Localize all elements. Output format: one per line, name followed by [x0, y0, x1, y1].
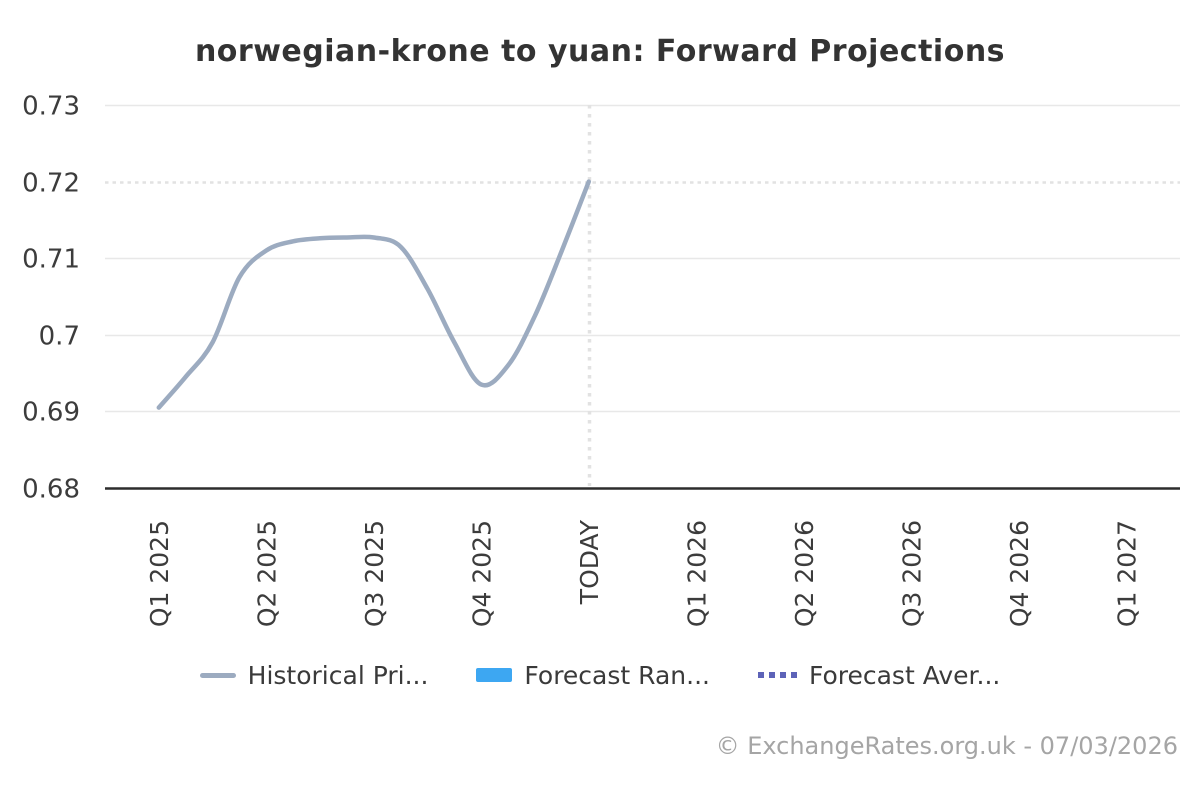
x-axis-label-q4-2026: Q4 2026 [1005, 520, 1034, 627]
x-axis-label-q1-2027: Q1 2027 [1112, 520, 1141, 627]
legend-item-forecast-range[interactable]: Forecast Ran... [476, 661, 710, 690]
legend-item-historical-price[interactable]: Historical Pri... [199, 660, 429, 690]
x-axis-label-q1-2026: Q1 2026 [682, 520, 711, 627]
y-axis-label-0.68: 0.68 [22, 475, 80, 505]
legend-label-forecast-average: Forecast Aver... [808, 660, 1001, 690]
x-axis-label-q3-2026: Q3 2026 [897, 520, 926, 627]
legend-label-historical-price: Historical Pri... [247, 660, 429, 690]
legend: Historical Pri... Forecast Ran... Forecast… [0, 652, 1200, 698]
y-axis-label-0.72: 0.72 [22, 169, 80, 199]
copyright-text: © ExchangeRates.org.uk - 07/03/2026 [715, 732, 1178, 760]
legend-item-forecast-average[interactable]: Forecast Aver... [757, 660, 1001, 690]
chart-title: norwegian-krone to yuan: Forward Project… [194, 34, 1006, 69]
y-axis-label-0.71: 0.71 [22, 245, 80, 275]
x-axis-label-q2-2025: Q2 2025 [252, 520, 281, 627]
x-axis-label-q3-2025: Q3 2025 [360, 520, 389, 627]
x-axis-label-q4-2025: Q4 2025 [467, 520, 496, 627]
y-axis-label-0.73: 0.73 [22, 92, 80, 122]
legend-label-forecast-range: Forecast Ran... [524, 660, 710, 690]
forecast-range-swatch-icon [476, 668, 513, 682]
x-axis-label-q2-2026: Q2 2026 [790, 520, 819, 627]
chart-plot-area: 0.73 0.72 0.71 0.7 0.69 0.68 Q1 2025 Q2 2025 Q3 … [22, 92, 1180, 627]
y-axis-label-0.69: 0.69 [22, 398, 80, 428]
forecast-average-swatch-icon [757, 672, 797, 678]
series-line-historical-price [156, 179, 592, 410]
y-axis-label-0.7: 0.7 [39, 322, 80, 352]
historical-price-swatch-icon [199, 672, 236, 678]
x-axis-label-q1-2025: Q1 2025 [145, 520, 174, 627]
x-axis-label-today: TODAY [575, 519, 604, 605]
